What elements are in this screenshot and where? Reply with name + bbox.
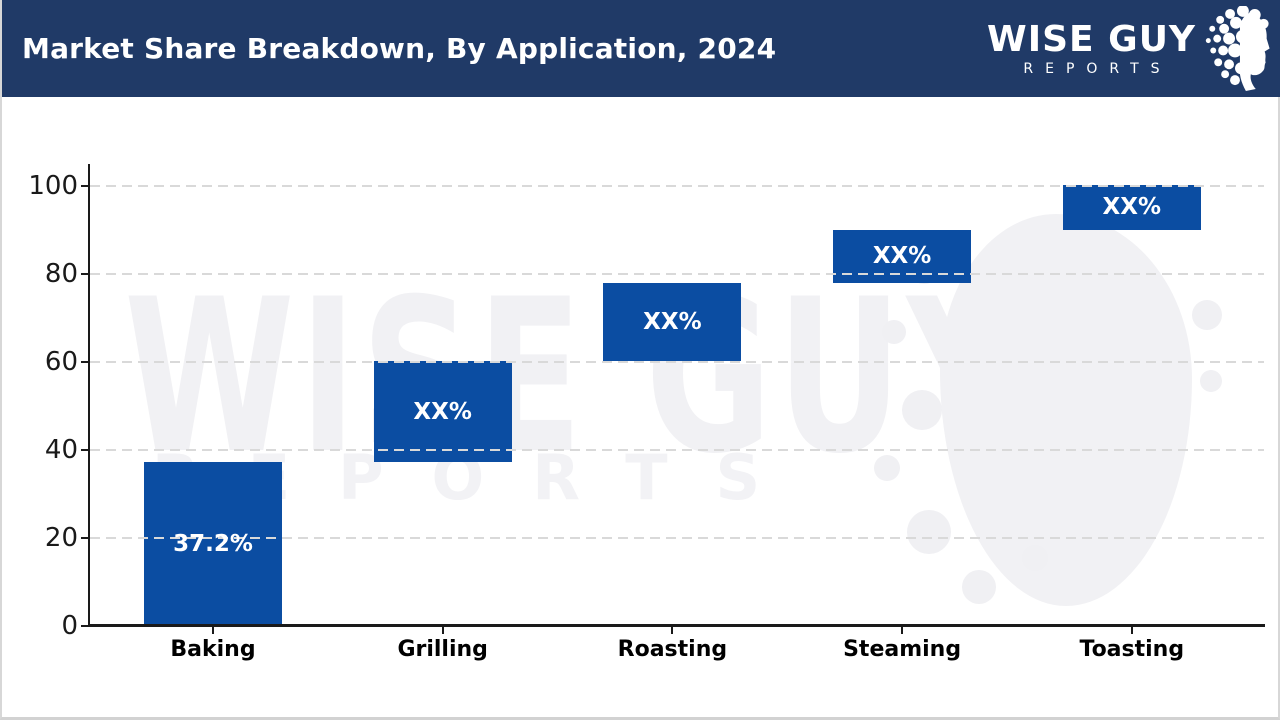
- watermark-dot: [1022, 545, 1048, 571]
- watermark-dot: [882, 320, 906, 344]
- watermark-dot: [1200, 370, 1222, 392]
- watermark-dot: [962, 570, 996, 604]
- logo-sub-text: REPORTS: [1023, 61, 1172, 77]
- y-tick-label: 0: [61, 611, 78, 641]
- gridline: [90, 361, 1264, 363]
- gridline: [90, 537, 1264, 539]
- x-category-label: Toasting: [1079, 637, 1185, 662]
- gridline: [90, 273, 1264, 275]
- head-profile-icon: [1205, 6, 1270, 91]
- bar-grilling: [373, 360, 512, 463]
- watermark-dot: [907, 510, 951, 554]
- bar-value-label: XX%: [413, 398, 472, 425]
- x-tick-mark: [212, 627, 214, 634]
- x-tick-mark: [441, 627, 444, 634]
- chart-title: Market Share Breakdown, By Application, …: [22, 32, 777, 65]
- bar-value-label: XX%: [872, 243, 932, 270]
- bar-roasting: [603, 282, 742, 361]
- y-tick-mark: [81, 185, 89, 187]
- y-tick-label: 20: [44, 523, 78, 553]
- x-category-label: Roasting: [617, 637, 728, 662]
- watermark-dot: [874, 455, 900, 481]
- header-bar: Market Share Breakdown, By Application, …: [2, 0, 1280, 97]
- y-tick-label: 100: [28, 171, 78, 201]
- y-tick-mark: [81, 361, 89, 363]
- bar-baking: [144, 462, 282, 626]
- bar-value-label: XX%: [1102, 194, 1162, 221]
- bar-toasting: [1062, 185, 1201, 230]
- y-tick-mark: [81, 449, 89, 451]
- brand-logo-text: WISE GUY REPORTS: [986, 19, 1196, 78]
- x-tick-mark: [1130, 627, 1133, 634]
- gridline: [90, 449, 1264, 451]
- watermark-brand-text: WISE GUY: [124, 253, 1024, 500]
- x-category-label: Steaming: [843, 637, 962, 662]
- x-category-label: Grilling: [397, 637, 488, 662]
- x-axis-line: [88, 624, 1265, 627]
- brand-logo: WISE GUY REPORTS: [987, 6, 1270, 91]
- logo-brand-text: WISE GUY: [986, 19, 1196, 60]
- y-axis-line: [88, 164, 90, 627]
- x-tick-mark: [901, 627, 904, 634]
- watermark-head-shape: [940, 214, 1192, 606]
- y-tick-label: 80: [44, 259, 78, 289]
- x-category-label: Baking: [170, 637, 256, 662]
- watermark-dot: [902, 390, 942, 430]
- y-tick-label: 60: [44, 347, 78, 377]
- bar-value-label: XX%: [643, 308, 702, 335]
- x-tick-mark: [671, 627, 674, 634]
- watermark-dot: [1192, 300, 1222, 330]
- y-tick-mark: [81, 273, 89, 275]
- y-tick-label: 40: [44, 435, 78, 465]
- y-tick-mark: [81, 537, 89, 539]
- y-tick-mark: [81, 625, 89, 627]
- gridline: [90, 185, 1264, 187]
- bar-value-label: 37.2%: [173, 531, 253, 558]
